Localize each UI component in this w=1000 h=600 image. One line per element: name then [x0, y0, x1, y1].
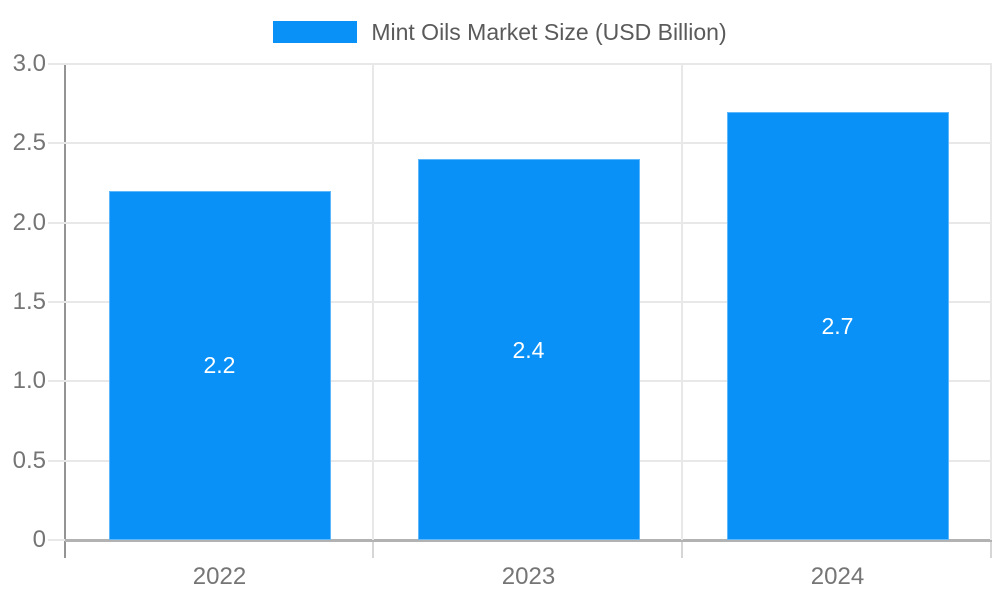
category-gridline — [990, 64, 992, 540]
bar-2024[interactable] — [726, 111, 949, 540]
legend-label: Mint Oils Market Size (USD Billion) — [371, 19, 727, 45]
x-axis-tick-label: 2024 — [810, 563, 865, 590]
y-axis-tick-label: 3.0 — [12, 50, 46, 77]
y-axis-tick-label: 2.0 — [12, 208, 46, 236]
y-axis-tick — [48, 380, 65, 383]
y-gridline — [65, 142, 992, 145]
y-axis-tick-label: 0 — [32, 526, 46, 553]
y-axis-tick — [48, 63, 65, 65]
y-axis-tick-label: 1.0 — [12, 367, 46, 395]
y-axis-line — [64, 64, 66, 558]
y-axis-tick — [48, 459, 65, 462]
y-gridline — [65, 63, 992, 65]
bar-value-label: 2.2 — [203, 352, 236, 379]
bar-value-label: 2.7 — [821, 312, 854, 339]
y-axis-tick-label: 1.5 — [12, 288, 46, 315]
y-axis-tick-label: 0.5 — [12, 446, 46, 474]
x-axis-tick-label: 2022 — [192, 563, 247, 590]
category-gridline — [372, 64, 374, 540]
x-axis-tick — [990, 542, 992, 558]
legend-swatch-icon — [273, 21, 358, 43]
plot-area: 2.2 2.4 2.7 — [65, 63, 992, 540]
y-axis-tick — [48, 142, 65, 145]
x-axis-tick — [372, 542, 374, 558]
y-axis-tick — [48, 221, 65, 224]
bar-2022[interactable] — [108, 190, 331, 540]
y-axis-tick — [48, 539, 65, 541]
y-axis-tick-label: 2.5 — [12, 129, 46, 157]
legend[interactable]: Mint Oils Market Size (USD Billion) — [0, 20, 1000, 44]
x-axis-tick — [681, 542, 683, 558]
x-axis-line — [65, 539, 992, 542]
category-gridline — [681, 64, 683, 540]
bar-value-label: 2.4 — [512, 336, 545, 363]
y-axis-tick — [48, 301, 65, 303]
x-axis-tick-label: 2023 — [501, 563, 556, 590]
bar-2023[interactable] — [417, 159, 640, 540]
